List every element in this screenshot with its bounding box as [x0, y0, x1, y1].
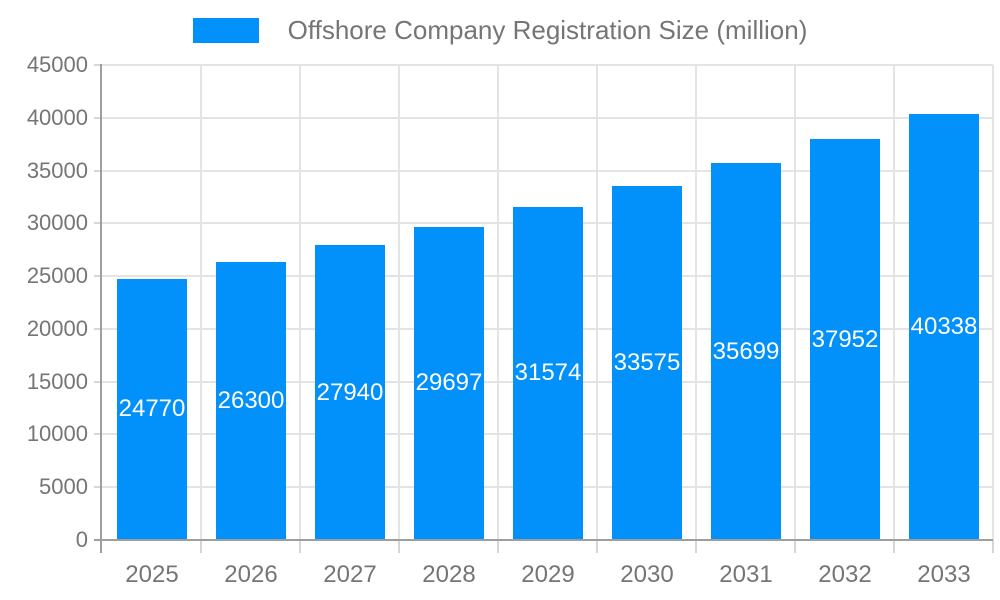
bar-value-label: 35699 [712, 338, 780, 365]
bar-value-label: 40338 [910, 313, 978, 340]
bar[interactable] [711, 163, 781, 540]
bar-value-label: 29697 [415, 369, 483, 396]
bar[interactable] [909, 114, 979, 540]
legend-label: Offshore Company Registration Size (mill… [287, 14, 808, 45]
bar[interactable] [513, 207, 583, 540]
x-tick-label: 2031 [719, 561, 773, 588]
bar-value-label: 33575 [613, 349, 681, 376]
bar-value-label: 26300 [217, 387, 285, 414]
y-tick [94, 433, 102, 435]
y-tick-label: 20000 [26, 316, 88, 341]
y-tick-label: 5000 [39, 474, 88, 499]
x-tick-label: 2027 [323, 561, 377, 588]
x-gridline [398, 65, 400, 540]
bar-value-label: 37952 [811, 326, 879, 353]
x-gridline [497, 65, 499, 540]
y-tick [94, 381, 102, 383]
y-tick [94, 328, 102, 330]
x-tick [893, 540, 895, 553]
bar[interactable] [810, 139, 880, 540]
y-tick [94, 222, 102, 224]
y-tick-label: 30000 [26, 210, 88, 235]
bar[interactable] [414, 227, 484, 540]
y-gridline [102, 64, 993, 66]
bar[interactable] [612, 186, 682, 540]
x-tick-label: 2030 [620, 561, 674, 588]
y-tick [94, 275, 102, 277]
y-tick [94, 486, 102, 488]
x-gridline [695, 65, 697, 540]
x-tick-label: 2029 [521, 561, 575, 588]
y-tick [94, 170, 102, 172]
bar[interactable] [315, 245, 385, 540]
x-tick [794, 540, 796, 553]
x-gridline [596, 65, 598, 540]
y-gridline [102, 117, 993, 119]
bar[interactable] [117, 279, 187, 540]
x-gridline [200, 65, 202, 540]
y-tick-label: 45000 [26, 52, 88, 77]
x-gridline [893, 65, 895, 540]
y-tick-label: 0 [75, 527, 88, 552]
x-gridline [992, 65, 994, 540]
x-gridline [794, 65, 796, 540]
x-gridline [299, 65, 301, 540]
bar-value-label: 31574 [514, 359, 582, 386]
x-tick-label: 2032 [818, 561, 872, 588]
x-tick [992, 540, 994, 553]
legend[interactable]: Offshore Company Registration Size (mill… [0, 15, 1000, 45]
y-tick-label: 25000 [26, 263, 88, 288]
y-tick-label: 35000 [26, 158, 88, 183]
y-tick-label: 10000 [26, 421, 88, 446]
y-tick [94, 117, 102, 119]
bar-value-label: 27940 [316, 379, 384, 406]
y-tick-label: 40000 [26, 105, 88, 130]
x-tick [596, 540, 598, 553]
legend-swatch [192, 17, 259, 43]
x-tick [398, 540, 400, 553]
x-tick-label: 2028 [422, 561, 476, 588]
x-tick [299, 540, 301, 553]
bar-value-label: 24770 [118, 395, 186, 422]
x-tick-label: 2026 [224, 561, 278, 588]
x-tick [200, 540, 202, 553]
y-tick-label: 15000 [26, 369, 88, 394]
y-axis-line [100, 64, 102, 553]
x-tick-label: 2033 [917, 561, 971, 588]
bar[interactable] [216, 262, 286, 540]
x-tick [695, 540, 697, 553]
x-tick [497, 540, 499, 553]
y-tick [94, 64, 102, 66]
x-axis-line [94, 539, 993, 541]
y-gridline [102, 170, 993, 172]
x-tick-label: 2025 [125, 561, 179, 588]
